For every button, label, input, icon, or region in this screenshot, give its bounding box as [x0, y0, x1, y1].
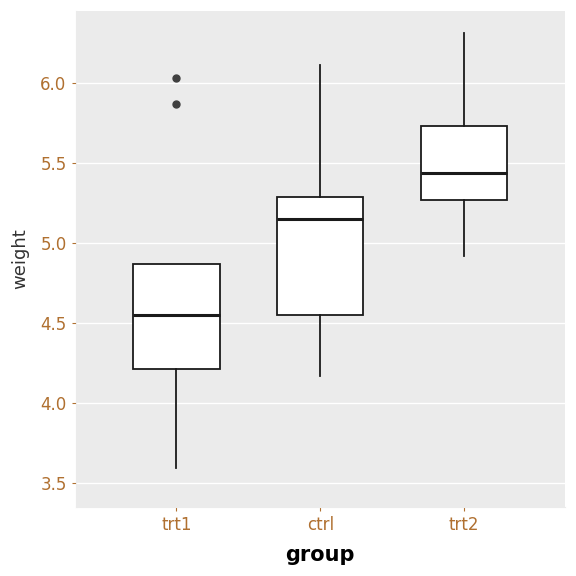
X-axis label: group: group [286, 545, 355, 565]
PathPatch shape [277, 196, 363, 315]
Y-axis label: weight: weight [11, 229, 29, 289]
PathPatch shape [133, 264, 219, 369]
PathPatch shape [421, 126, 507, 200]
